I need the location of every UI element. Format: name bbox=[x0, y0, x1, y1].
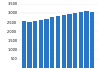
Bar bbox=[50, 17, 54, 68]
Bar bbox=[39, 20, 43, 68]
Bar bbox=[56, 16, 60, 68]
Bar bbox=[22, 21, 26, 68]
Bar bbox=[27, 22, 32, 68]
Bar bbox=[62, 15, 66, 68]
Bar bbox=[84, 12, 89, 68]
Bar bbox=[79, 12, 83, 68]
Bar bbox=[67, 14, 72, 68]
Bar bbox=[44, 19, 49, 68]
Bar bbox=[33, 21, 37, 68]
Bar bbox=[90, 12, 94, 68]
Bar bbox=[73, 13, 77, 68]
